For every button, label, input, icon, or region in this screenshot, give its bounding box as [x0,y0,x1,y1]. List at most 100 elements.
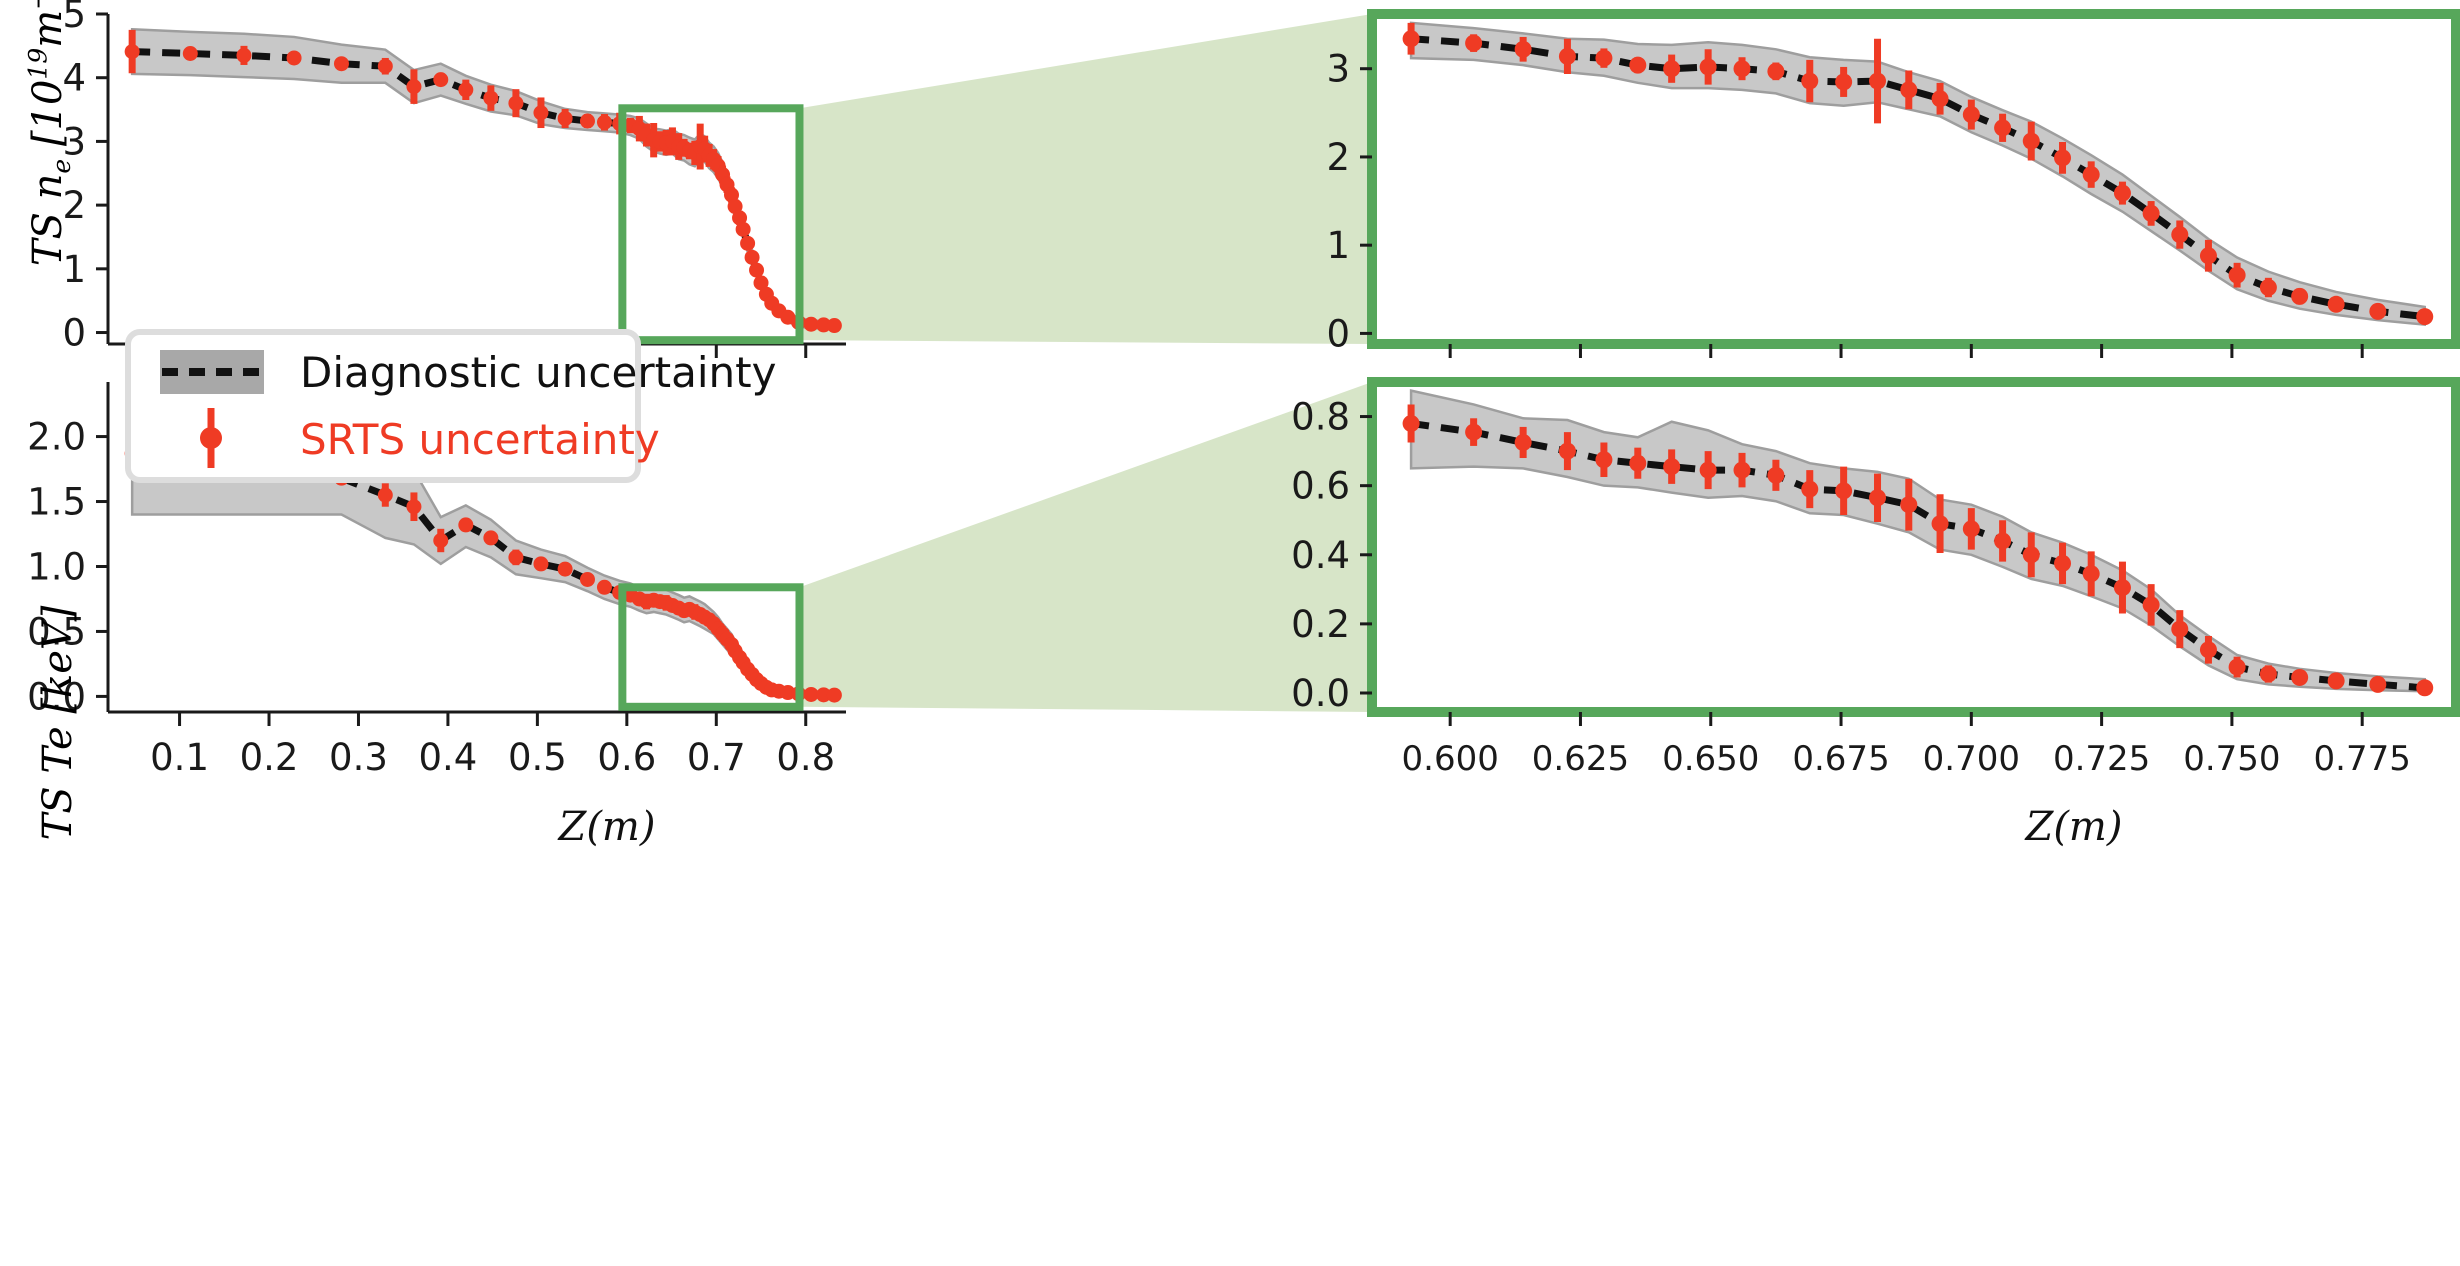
data-point-marker [579,571,595,587]
y-tick-label-top-right-0: 0 [1326,312,1350,355]
y-tick-label-bottom-left-0: 0.0 [27,675,86,718]
data-point-marker [1767,62,1785,80]
y-tick-label-top-left-1: 1 [62,248,86,291]
x-tick-label-bottom-left-3: 0.4 [419,736,478,779]
zoom-source-rect-bottom-left[interactable] [618,583,804,711]
x-tick-label-bottom-right-6: 0.750 [2183,739,2280,779]
srts-points-bottom-right [1402,404,2434,697]
data-point-marker [557,110,573,126]
zoom-source-rect-top-left[interactable] [618,104,804,345]
data-point-marker [1835,482,1853,500]
data-point-marker [508,549,524,565]
data-point-marker [286,50,302,66]
data-point-marker [182,45,198,61]
data-point-marker [816,687,832,703]
data-point-marker [1465,423,1483,441]
data-point-marker [1931,90,1949,108]
data-point-marker [1801,480,1819,498]
y-tick-label-bottom-right-4: 0.8 [1291,396,1350,439]
y-tick-label-bottom-right-3: 0.6 [1291,465,1350,508]
data-point-marker [740,235,756,251]
x-tick-label-bottom-left-7: 0.8 [776,736,835,779]
x-tick-label-bottom-right-3: 0.675 [1792,739,1889,779]
data-point-marker [2142,596,2160,614]
data-point-marker [826,318,842,334]
ne-title-m: m [25,9,72,48]
data-point-marker [1663,458,1681,476]
data-point-marker [1931,515,1949,533]
data-point-marker [2199,247,2217,265]
y-tick-label-top-left-2: 2 [62,184,86,227]
data-point-marker [2416,679,2434,697]
ne-title-pre: TS n [25,173,72,267]
data-point-marker [458,82,474,98]
data-point-marker [433,72,449,88]
data-point-marker [2369,302,2387,320]
srts-points-bottom-left [124,431,842,703]
x-axis-title-bottom-left: Z(m) [557,804,656,850]
data-point-marker [1962,520,1980,538]
data-point-marker [1994,119,2012,137]
srts-points-top-left [124,29,842,334]
y-tick-label-top-right-3: 3 [1326,48,1350,91]
axis-title-ne: TS ne [1019m−3] [24,0,77,267]
x-axis-title-bottom-right: Z(m) [2024,804,2123,850]
data-point-marker [735,221,751,237]
y-tick-label-top-left-4: 4 [62,57,86,100]
data-point-marker [2022,546,2040,564]
data-point-marker [749,262,765,278]
data-point-marker [2082,565,2100,583]
data-point-marker [2327,295,2345,313]
x-tick-label-bottom-left-1: 0.2 [240,736,299,779]
data-point-marker [1514,40,1532,58]
data-point-marker [1869,72,1887,90]
data-point-marker [1514,433,1532,451]
data-point-marker [2142,204,2160,222]
data-point-marker [2369,675,2387,693]
data-point-marker [406,499,422,515]
data-point-marker [1869,489,1887,507]
x-tick-label-bottom-left-5: 0.6 [597,736,656,779]
legend-label-diagnostic: Diagnostic uncertainty [300,348,776,397]
data-point-marker [508,95,524,111]
data-point-marker [1962,106,1980,124]
data-point-marker [433,533,449,549]
data-point-marker [1733,461,1751,479]
data-point-marker [2054,554,2072,572]
y-tick-label-bottom-left-3: 1.5 [27,481,86,524]
zoom-panel-border-bottom-right [1367,377,2460,717]
y-tick-label-top-left-3: 3 [62,120,86,163]
data-point-marker [1595,49,1613,67]
data-point-marker [2171,226,2189,244]
data-point-marker [2199,641,2217,659]
data-point-marker [483,530,499,546]
data-point-marker [458,517,474,533]
x-tick-label-bottom-right-2: 0.650 [1662,739,1759,779]
data-point-marker [236,47,252,63]
data-point-marker [1767,466,1785,484]
ne-title-sub: e [47,158,77,174]
legend-marker-swatch [200,427,222,449]
x-tick-label-bottom-left-4: 0.5 [508,736,567,779]
data-point-marker [2327,672,2345,690]
zoom-connector-top [799,14,1372,344]
data-point-marker [596,114,612,130]
data-point-marker [1629,56,1647,74]
data-point-marker [2259,665,2277,683]
data-point-marker [1465,34,1483,52]
data-point-marker [723,187,739,203]
data-point-marker [1801,72,1819,90]
data-point-marker [483,90,499,106]
uncertainty-band-bottom-right [1409,389,2426,693]
y-tick-label-bottom-right-1: 0.2 [1291,603,1350,646]
data-point-marker [1733,60,1751,78]
data-point-marker [596,579,612,595]
data-point-marker [579,113,595,129]
data-point-marker [727,198,743,214]
data-point-marker [1900,81,1918,99]
x-tick-label-bottom-left-0: 0.1 [150,736,209,779]
uncertainty-band-top-right [1409,21,2426,326]
data-point-marker [816,317,832,333]
data-point-marker [803,316,819,332]
